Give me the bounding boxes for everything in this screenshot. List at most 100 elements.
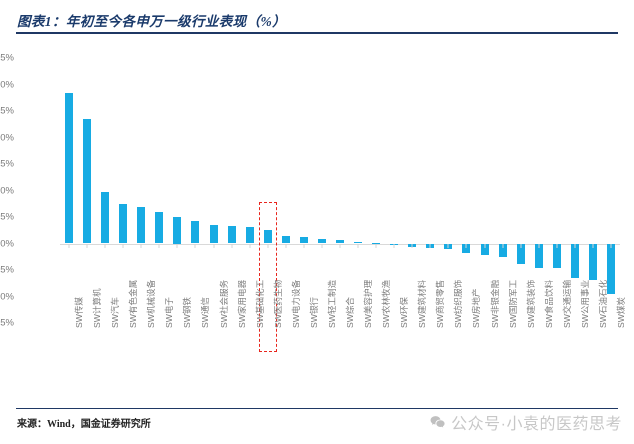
bar[interactable] bbox=[245, 226, 254, 244]
bar-slot[interactable] bbox=[457, 58, 475, 323]
x-axis-category-label: SW商贸零售 bbox=[435, 279, 446, 328]
bar[interactable] bbox=[480, 243, 489, 256]
x-axis-tick bbox=[68, 243, 70, 248]
bar-slot[interactable] bbox=[132, 58, 150, 323]
source-note: 来源：Wind，国金证券研究所 bbox=[17, 419, 151, 430]
y-axis-tick-label: 25% bbox=[0, 105, 14, 117]
bar[interactable] bbox=[83, 119, 92, 244]
bar-slot[interactable] bbox=[223, 58, 241, 323]
x-axis-tick bbox=[158, 243, 160, 248]
x-axis-tick bbox=[592, 243, 594, 248]
x-axis-tick bbox=[122, 243, 124, 248]
x-axis-tick bbox=[213, 243, 215, 248]
bar[interactable] bbox=[588, 243, 597, 281]
x-axis-category-label: SW电子 bbox=[164, 296, 175, 328]
bar[interactable] bbox=[534, 243, 543, 268]
bar-slot[interactable] bbox=[403, 58, 421, 323]
bar[interactable] bbox=[299, 237, 308, 244]
x-axis-category-label: SW建筑材料 bbox=[417, 279, 428, 328]
x-axis-category-label: SW公用事业 bbox=[579, 279, 590, 328]
bar[interactable] bbox=[570, 243, 579, 279]
bar-slot[interactable] bbox=[367, 58, 385, 323]
bar-slot[interactable] bbox=[96, 58, 114, 323]
bar-series bbox=[60, 58, 620, 323]
bar[interactable] bbox=[155, 211, 164, 244]
x-axis-tick bbox=[249, 243, 251, 248]
bar-slot[interactable] bbox=[475, 58, 493, 323]
bar-slot[interactable] bbox=[421, 58, 439, 323]
header-divider bbox=[16, 32, 618, 34]
bar-slot[interactable] bbox=[602, 58, 620, 323]
watermark-text: 公众号·小袁的医药思考 bbox=[451, 416, 622, 433]
x-axis-category-label: SW电力设备 bbox=[290, 279, 301, 328]
bar[interactable] bbox=[354, 241, 363, 244]
bar-slot[interactable] bbox=[186, 58, 204, 323]
bar[interactable] bbox=[209, 224, 218, 244]
x-axis-category-label: SW银行 bbox=[308, 296, 319, 328]
x-axis-tick bbox=[303, 243, 305, 248]
bar-slot[interactable] bbox=[277, 58, 295, 323]
bar[interactable] bbox=[65, 92, 74, 244]
x-axis-tick bbox=[194, 243, 196, 248]
bar-slot[interactable] bbox=[385, 58, 403, 323]
x-axis-category-label: SW建筑装饰 bbox=[525, 279, 536, 328]
watermark: 公众号·小袁的医药思考 bbox=[429, 410, 622, 434]
x-axis-tick bbox=[267, 243, 269, 248]
x-axis-tick bbox=[465, 243, 467, 248]
bar[interactable] bbox=[227, 226, 236, 244]
bar-slot[interactable] bbox=[512, 58, 530, 323]
bar-slot[interactable] bbox=[205, 58, 223, 323]
bar[interactable] bbox=[516, 243, 525, 264]
x-axis-tick bbox=[231, 243, 233, 248]
bar-slot[interactable] bbox=[259, 58, 277, 323]
y-axis-tick-label: 30% bbox=[0, 79, 14, 90]
x-axis-category-label: SW石油石化 bbox=[597, 279, 608, 328]
bar-slot[interactable] bbox=[494, 58, 512, 323]
bar-slot[interactable] bbox=[566, 58, 584, 323]
bar-slot[interactable] bbox=[114, 58, 132, 323]
bar-slot[interactable] bbox=[331, 58, 349, 323]
y-axis-tick-label: 15% bbox=[0, 158, 14, 170]
bar[interactable] bbox=[606, 243, 615, 295]
bar[interactable] bbox=[281, 236, 290, 244]
x-axis-category-label: SW基础化工 bbox=[254, 279, 265, 328]
x-axis-category-label: SW传媒 bbox=[74, 296, 85, 328]
bar[interactable] bbox=[137, 207, 146, 244]
x-axis-category-label: SW计算机 bbox=[92, 288, 103, 328]
x-axis-category-label: SW医药生物 bbox=[272, 279, 283, 328]
bar[interactable] bbox=[335, 240, 344, 244]
x-axis-tick bbox=[610, 243, 612, 248]
bar[interactable] bbox=[191, 221, 200, 244]
bar[interactable] bbox=[119, 204, 128, 244]
bar[interactable] bbox=[552, 243, 561, 269]
bar-slot[interactable] bbox=[313, 58, 331, 323]
x-axis-category-label: SW轻工制造 bbox=[326, 279, 337, 328]
bar-slot[interactable] bbox=[60, 58, 78, 323]
x-axis-category-label: SW交通运输 bbox=[561, 279, 572, 328]
bar-slot[interactable] bbox=[439, 58, 457, 323]
bar-slot[interactable] bbox=[295, 58, 313, 323]
bar[interactable] bbox=[317, 238, 326, 244]
wechat-icon bbox=[430, 415, 445, 427]
x-axis-category-label: SW非银金融 bbox=[489, 279, 500, 328]
bar-slot[interactable] bbox=[150, 58, 168, 323]
bar[interactable] bbox=[263, 229, 272, 244]
bar-slot[interactable] bbox=[241, 58, 259, 323]
x-axis-category-label: SW农林牧渔 bbox=[381, 279, 392, 328]
bar[interactable] bbox=[462, 243, 471, 254]
y-axis-tick-label: 35% bbox=[0, 52, 14, 64]
bar-slot[interactable] bbox=[168, 58, 186, 323]
bar-slot[interactable] bbox=[78, 58, 96, 323]
x-axis-tick bbox=[484, 243, 485, 248]
x-axis-tick bbox=[538, 243, 540, 248]
bar-slot[interactable] bbox=[349, 58, 367, 323]
y-axis-tick-label: 5% bbox=[0, 211, 14, 223]
bar[interactable] bbox=[498, 243, 507, 257]
bar-slot[interactable] bbox=[584, 58, 602, 323]
bar[interactable] bbox=[372, 242, 381, 244]
bar-slot[interactable] bbox=[530, 58, 548, 323]
bar[interactable] bbox=[173, 217, 182, 244]
bar-slot[interactable] bbox=[548, 58, 566, 323]
bar[interactable] bbox=[101, 191, 110, 244]
figure-header: 图表1：年初至今各申万一级行业表现（%） bbox=[0, 0, 634, 40]
